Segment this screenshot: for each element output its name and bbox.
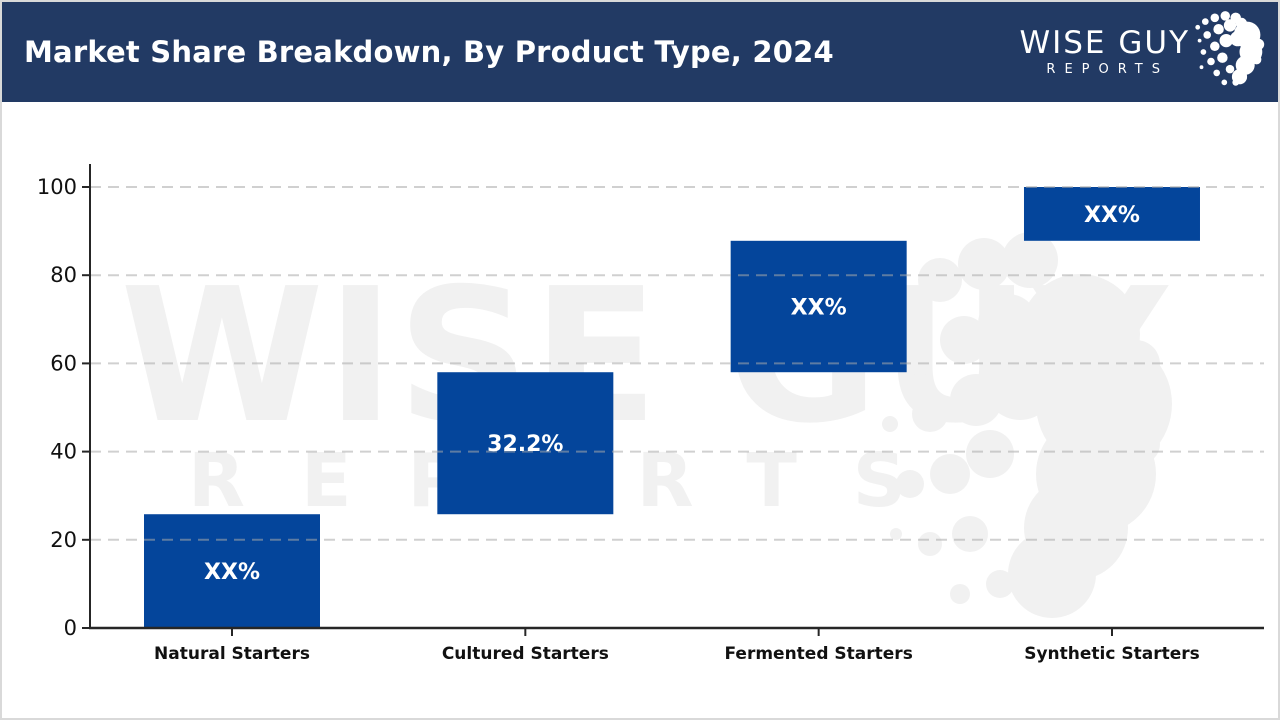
logo-subtext: REPORTS <box>1046 61 1170 77</box>
xtick-label-fermented-starters: Fermented Starters <box>725 644 913 664</box>
bar-synthetic-starters <box>1023 187 1200 241</box>
xtick-label-cultured-starters: Cultured Starters <box>442 644 609 664</box>
header-bar: Market Share Breakdown, By Product Type,… <box>2 2 1278 102</box>
logo-wordmark: WISE GUY <box>1019 25 1190 62</box>
plot-svg: XX% 32.2% XX% XX% 0 20 40 60 80 100 Natural Starte… <box>37 164 1264 664</box>
bar-label-fermented-starters: XX% <box>791 296 847 321</box>
bar-label-synthetic-starters: XX% <box>1084 203 1140 228</box>
bar-natural-starters <box>144 514 320 628</box>
ytick-label-100: 100 <box>37 175 77 199</box>
ytick-label-80: 80 <box>50 263 77 287</box>
chart-area: WISE GUY REPORTS XX%32.2%XX%XX%020406080… <box>2 102 1278 718</box>
bar-label-cultured-starters: 32.2% <box>487 432 563 457</box>
ytick-label-0: 0 <box>64 616 77 640</box>
bar-label-natural-starters: XX% <box>204 560 260 585</box>
xtick-label-synthetic-starters: Synthetic Starters <box>1024 644 1200 664</box>
xtick-label-natural-starters: Natural Starters <box>154 644 310 664</box>
bar-cultured-starters <box>437 372 614 515</box>
ytick-label-40: 40 <box>50 440 77 464</box>
chart-title: Market Share Breakdown, By Product Type,… <box>24 35 834 69</box>
watermark-head-icon <box>882 232 1172 618</box>
logo-head-icon <box>1195 11 1265 86</box>
ytick-label-20: 20 <box>50 528 77 552</box>
brand-logo: WISE GUY REPORTS <box>1019 11 1268 93</box>
ytick-label-60: 60 <box>50 351 77 375</box>
bar-fermented-starters <box>730 240 907 373</box>
